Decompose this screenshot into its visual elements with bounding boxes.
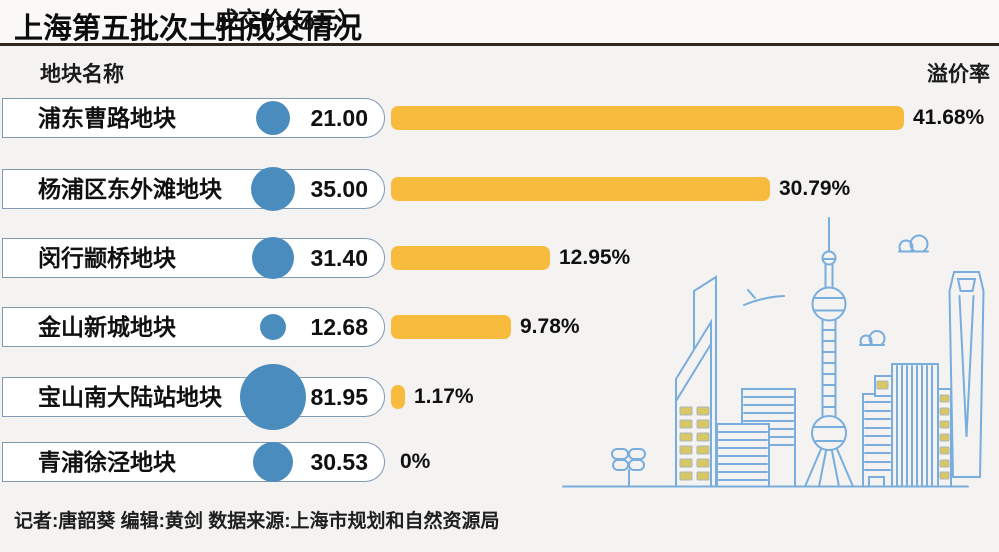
column-header-plot-name: 地块名称: [40, 63, 124, 86]
oriental-pearl-tower-icon: [804, 217, 854, 488]
premium-bar: [391, 106, 904, 130]
plot-pill: [2, 98, 385, 138]
chart-row: 闵行颛桥地块 31.40 12.95%: [0, 237, 999, 279]
chart-row: 金山新城地块 12.68 9.78%: [0, 307, 999, 347]
price-circle: [251, 167, 295, 211]
cloud-small-icon: [857, 330, 887, 353]
chart-row: 浦东曹路地块 21.00 41.68%: [0, 98, 999, 138]
premium-label: 12.95%: [559, 246, 631, 269]
airplane-icon: [743, 289, 785, 306]
plot-name-label: 杨浦区东外滩地块: [38, 176, 222, 202]
premium-label: 0%: [400, 450, 431, 473]
premium-bar: [391, 385, 405, 409]
premium-label: 1.17%: [414, 385, 474, 408]
chart-row: 杨浦区东外滩地块 35.00 30.79%: [0, 167, 999, 211]
building-slanted-tower-icon: [675, 275, 717, 488]
premium-label: 41.68%: [913, 106, 985, 129]
chart-row: 宝山南大陆站地块 81.95 1.17%: [0, 364, 999, 430]
price-circle: [240, 364, 306, 430]
price-label: 30.53: [310, 449, 368, 475]
shanghai-skyline-illustration: [562, 217, 985, 488]
shanghai-tower-icon: [948, 271, 985, 478]
price-circle: [253, 442, 293, 482]
plot-name-label: 青浦徐泾地块: [38, 449, 176, 475]
plot-pill: [2, 377, 385, 417]
plot-pill: [2, 238, 385, 278]
plot-pill: [2, 442, 385, 482]
plot-name-label: 闵行颛桥地块: [38, 245, 176, 271]
tree-icon: [611, 448, 646, 488]
plot-pill: [2, 307, 385, 347]
price-label: 21.00: [310, 105, 368, 131]
title-band: [0, 0, 999, 43]
plot-name-label: 宝山南大陆站地块: [38, 384, 222, 410]
price-label: 12.68: [310, 314, 368, 340]
premium-bar: [391, 246, 550, 270]
premium-label: 9.78%: [520, 315, 580, 338]
premium-label: 30.79%: [779, 177, 851, 200]
column-header-premium: 溢价率: [927, 63, 990, 86]
title-underline: [0, 43, 999, 46]
price-circle: [252, 237, 294, 279]
cloud-icon: [895, 234, 931, 261]
chart-row: 青浦徐泾地块 30.53 0%: [0, 442, 999, 482]
page-title: 上海第五批次土拍成交情况: [14, 13, 363, 45]
column-header-price: 成交价(亿元）: [215, 0, 361, 40]
credits-line: 记者:唐韶葵 编辑:黄剑 数据来源:上海市规划和自然资源局: [14, 511, 500, 532]
premium-bar: [391, 315, 511, 339]
price-label: 81.95: [310, 384, 368, 410]
premium-bar: [391, 177, 770, 201]
price-label: 35.00: [310, 176, 368, 202]
plot-name-label: 浦东曹路地块: [38, 105, 176, 131]
price-circle: [256, 101, 290, 135]
plot-pill: [2, 169, 385, 209]
plot-name-label: 金山新城地块: [38, 314, 176, 340]
price-circle: [260, 314, 286, 340]
price-label: 31.40: [310, 245, 368, 271]
building-windows: [679, 380, 950, 481]
